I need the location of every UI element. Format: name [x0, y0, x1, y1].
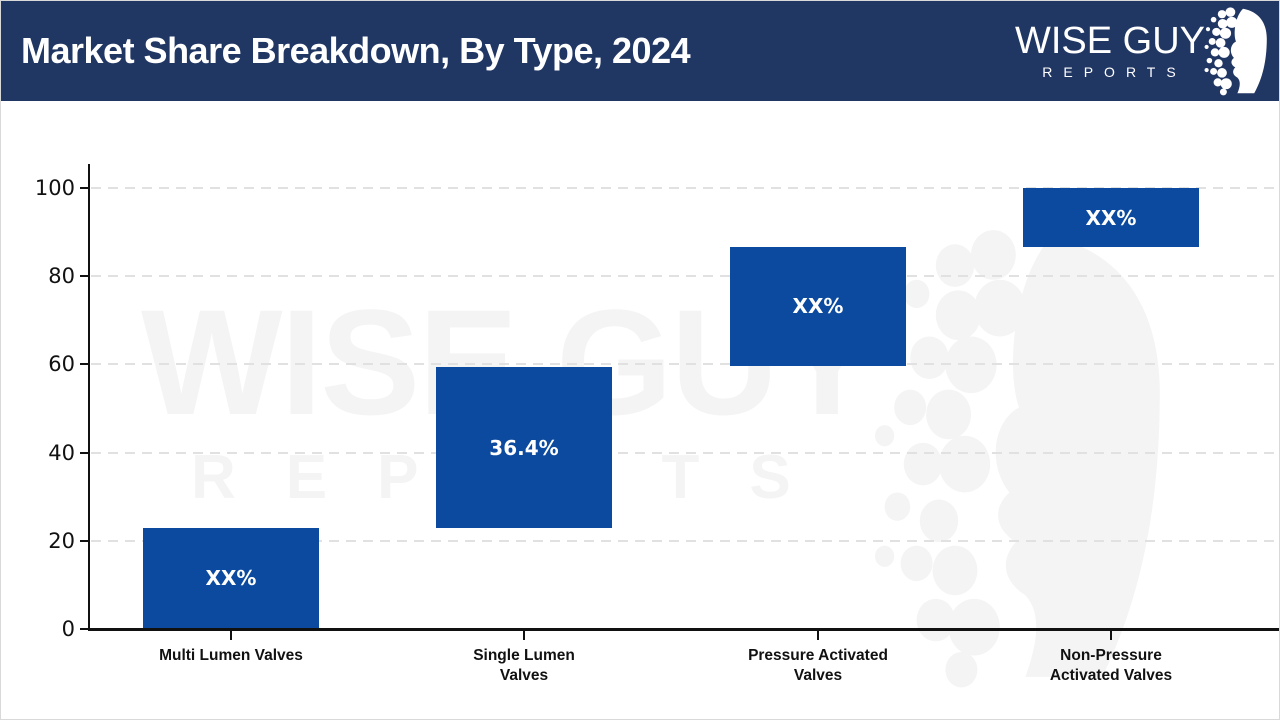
- y-tick-label: 60: [48, 352, 75, 377]
- y-axis-tick: [80, 187, 89, 189]
- brand-subtitle: REPORTS: [1042, 63, 1187, 80]
- x-category-label-line: Valves: [793, 667, 843, 684]
- page-title: Market Share Breakdown, By Type, 2024: [21, 30, 691, 71]
- x-category-label-line: Valves: [499, 667, 549, 684]
- gridline: [91, 187, 1278, 189]
- y-tick-label: 0: [61, 617, 75, 641]
- y-axis-tick: [80, 628, 89, 630]
- gridline: [91, 539, 1278, 542]
- brand-logo: WISE GUY REPORTS: [1015, 3, 1271, 99]
- bar-segment: XX%: [730, 247, 906, 366]
- bar-value-label: XX%: [1085, 205, 1137, 230]
- x-category-label-line: Non-Pressure: [1060, 647, 1162, 664]
- x-axis-tick: [817, 631, 819, 640]
- x-axis-tick: [230, 631, 232, 640]
- bar-segment: XX%: [143, 528, 319, 629]
- bar-value-label: XX%: [205, 566, 257, 591]
- x-axis-line: [88, 628, 1279, 631]
- brand-logo-text: WISE GUY REPORTS: [1014, 20, 1205, 80]
- x-category-label: Single Lumen Valves: [399, 646, 649, 686]
- header-bar: Market Share Breakdown, By Type, 2024 WI…: [1, 1, 1279, 101]
- y-tick-label: 20: [48, 528, 75, 553]
- y-axis-tick: [80, 451, 89, 454]
- brand-name: WISE GUY: [1014, 20, 1205, 63]
- x-category-label: Non-Pressure Activated Valves: [986, 646, 1236, 686]
- x-axis-tick: [523, 631, 525, 640]
- x-category-label-line: Pressure Activated: [748, 647, 888, 664]
- x-category-label: Multi Lumen Valves: [106, 646, 356, 666]
- x-category-label-line: Activated Valves: [1049, 667, 1173, 684]
- y-tick-label: 100: [34, 176, 75, 200]
- bar-value-label: XX%: [792, 294, 844, 319]
- y-tick-label: 80: [48, 264, 75, 289]
- gridline: [91, 363, 1278, 366]
- x-category-label-line: Multi Lumen Valves: [159, 647, 303, 664]
- bar-value-label: 36.4%: [489, 435, 559, 460]
- y-tick-label: 40: [48, 440, 75, 465]
- x-axis-tick: [1110, 631, 1112, 640]
- y-axis-tick: [80, 363, 89, 366]
- dot-head-profile-icon: [1201, 6, 1271, 96]
- x-category-label: Pressure Activated Valves: [693, 646, 943, 686]
- gridline: [91, 451, 1278, 454]
- gridline: [91, 275, 1278, 278]
- y-axis-line: [88, 164, 90, 631]
- y-axis-tick: [80, 539, 89, 542]
- bar-segment: 36.4%: [436, 367, 612, 528]
- y-axis-tick: [80, 275, 89, 278]
- bar-segment: XX%: [1023, 188, 1199, 248]
- x-category-label-line: Single Lumen: [473, 647, 575, 664]
